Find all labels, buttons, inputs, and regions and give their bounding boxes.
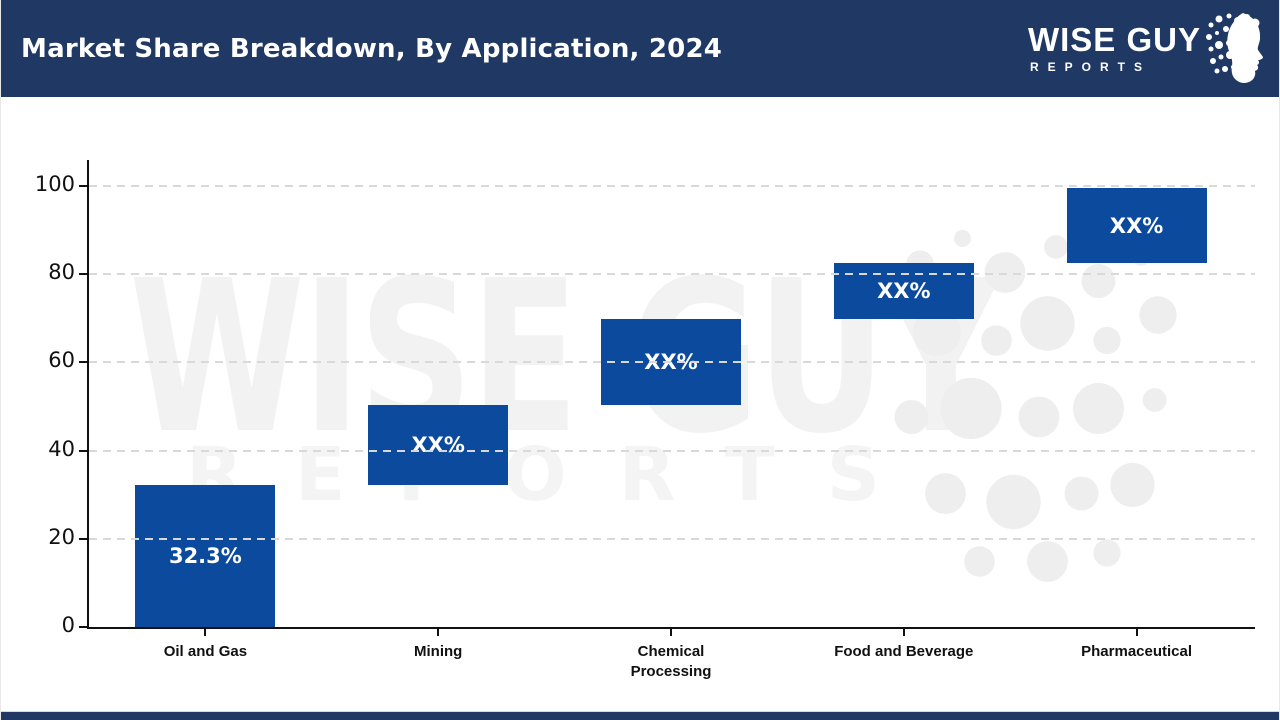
y-tick-label: 0 — [61, 613, 75, 637]
y-axis-line — [87, 160, 89, 629]
logo-subtitle: REPORTS — [1029, 60, 1151, 74]
bar-mining: XX% — [368, 405, 509, 485]
gridline-100 — [89, 185, 1255, 187]
bar-value-label: 32.3% — [168, 543, 242, 568]
x-category-label: Pharmaceutical — [1081, 643, 1193, 660]
gridline-60 — [89, 361, 1255, 364]
x-category-label: Mining — [414, 643, 463, 660]
x-tick-mark — [204, 629, 207, 636]
y-tick-mark — [79, 361, 87, 364]
x-axis-line — [87, 627, 1255, 629]
gridline-40 — [89, 449, 1255, 452]
y-tick-mark — [79, 626, 87, 628]
logo-text: WISE GUY REPORTS — [1027, 21, 1201, 75]
x-category-label: Chemical Processing — [630, 643, 712, 680]
footer-bar — [1, 711, 1279, 720]
y-tick-label: 20 — [48, 524, 75, 549]
bar-oil-and-gas: 32.3% — [135, 484, 276, 627]
y-tick-mark — [79, 449, 87, 452]
y-tick-label: 60 — [48, 348, 75, 373]
x-tick-mark — [670, 629, 672, 636]
page-title: Market Share Breakdown, By Application, … — [21, 33, 723, 64]
header-bar: Market Share Breakdown, By Application, … — [1, 0, 1279, 97]
gridline-20 — [89, 537, 1255, 540]
wiseguy-logo: WISE GUY REPORTS — [1028, 11, 1263, 87]
bar-pharmaceutical: XX% — [1066, 188, 1207, 264]
x-category-label: Food and Beverage — [834, 643, 974, 660]
y-tick-label: 40 — [48, 436, 75, 461]
x-tick-mark — [902, 629, 905, 636]
bar-food-and-beverage: XX% — [833, 263, 974, 320]
x-tick-mark — [437, 629, 440, 636]
logo-face-icon — [1206, 12, 1263, 83]
logo-wordmark: WISE GUY — [1027, 21, 1201, 58]
y-tick-label: 100 — [34, 172, 75, 196]
x-tick-mark — [1135, 629, 1138, 636]
y-tick-mark — [79, 273, 87, 276]
y-tick-mark — [79, 185, 87, 187]
gridline-80 — [89, 273, 1255, 276]
y-tick-label: 80 — [48, 260, 75, 285]
y-tick-mark — [79, 537, 87, 540]
bar-value-label: XX% — [1109, 213, 1164, 238]
x-category-label: Oil and Gas — [163, 643, 248, 660]
bar-value-label: XX% — [877, 279, 931, 304]
bar-value-label: XX% — [411, 432, 465, 457]
